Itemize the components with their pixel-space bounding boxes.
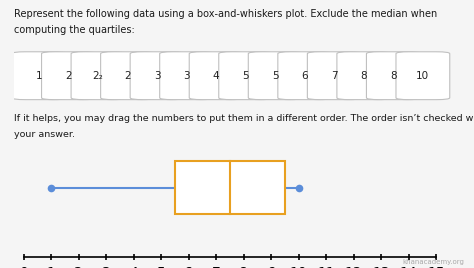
Text: 3: 3 (183, 71, 190, 81)
FancyBboxPatch shape (278, 52, 332, 100)
FancyBboxPatch shape (160, 52, 213, 100)
Text: 5: 5 (272, 71, 279, 81)
FancyBboxPatch shape (248, 52, 302, 100)
FancyBboxPatch shape (189, 52, 243, 100)
FancyBboxPatch shape (337, 52, 391, 100)
Text: 3: 3 (154, 71, 160, 81)
FancyBboxPatch shape (71, 52, 125, 100)
FancyBboxPatch shape (396, 52, 450, 100)
Text: your answer.: your answer. (14, 130, 75, 139)
Text: 5: 5 (242, 71, 249, 81)
Text: 6: 6 (301, 71, 308, 81)
FancyBboxPatch shape (12, 52, 66, 100)
Text: 8: 8 (361, 71, 367, 81)
Text: 2: 2 (65, 71, 72, 81)
Text: 2₂: 2₂ (92, 71, 103, 81)
Text: Represent the following data using a box-and-whiskers plot. Exclude the median w: Represent the following data using a box… (14, 9, 438, 19)
Text: 1: 1 (36, 71, 42, 81)
FancyBboxPatch shape (307, 52, 361, 100)
Text: 7: 7 (331, 71, 337, 81)
Text: computing the quartiles:: computing the quartiles: (14, 25, 135, 35)
FancyBboxPatch shape (100, 52, 155, 100)
FancyBboxPatch shape (366, 52, 420, 100)
Text: If it helps, you may drag the numbers to put them in a different order. The orde: If it helps, you may drag the numbers to… (14, 114, 474, 123)
Bar (175, 161, 285, 214)
Text: 8: 8 (390, 71, 397, 81)
Text: 10: 10 (416, 71, 429, 81)
Text: 2: 2 (124, 71, 131, 81)
Text: khanacademy.org: khanacademy.org (402, 259, 465, 265)
Text: 4: 4 (213, 71, 219, 81)
FancyBboxPatch shape (42, 52, 95, 100)
FancyBboxPatch shape (130, 52, 184, 100)
FancyBboxPatch shape (219, 52, 273, 100)
